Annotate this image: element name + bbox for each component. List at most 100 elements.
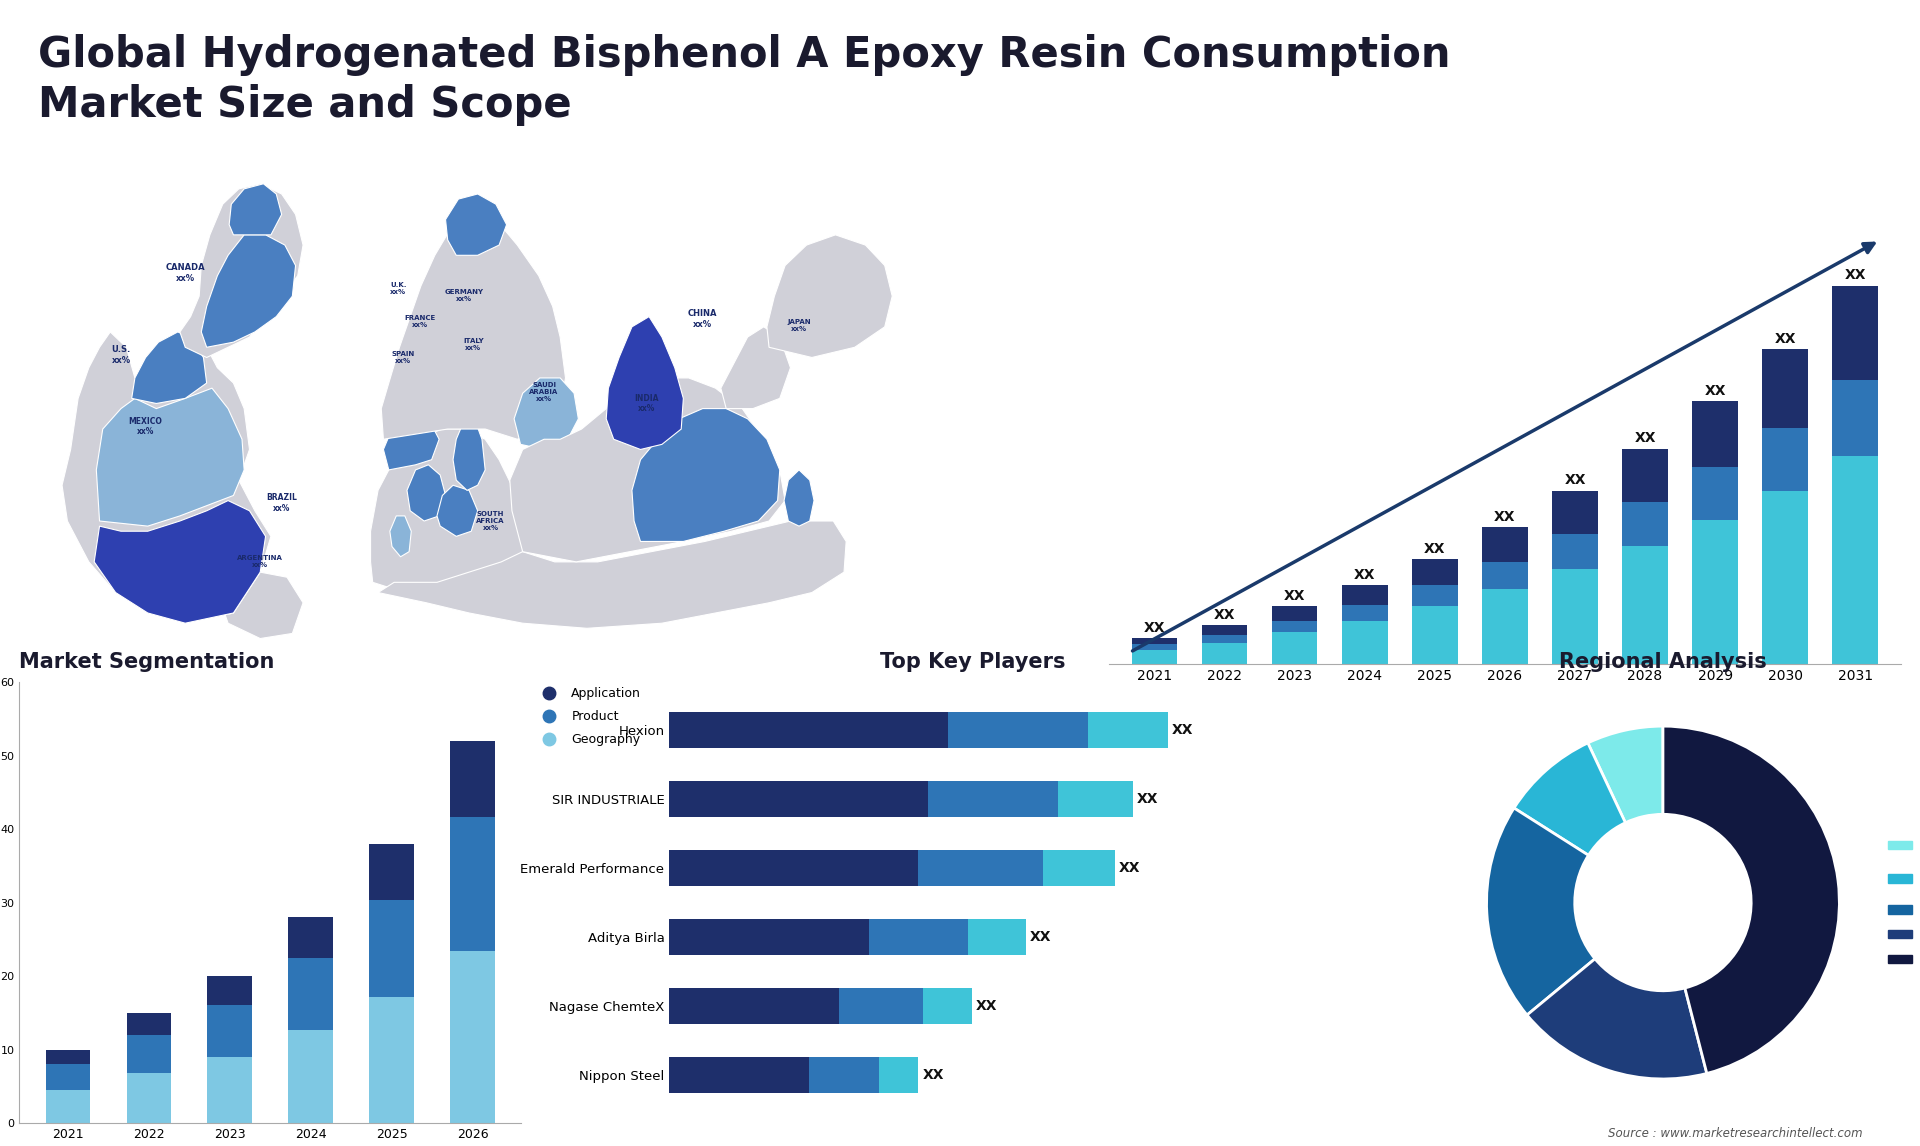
Polygon shape	[438, 485, 478, 536]
Text: U.K.
xx%: U.K. xx%	[390, 282, 407, 295]
Bar	[1763, 427, 1809, 490]
Text: XX: XX	[1119, 861, 1140, 876]
Bar	[1342, 605, 1388, 621]
Text: Source : www.marketresearchintellect.com: Source : www.marketresearchintellect.com	[1607, 1128, 1862, 1140]
Bar	[1482, 527, 1528, 562]
Bar	[1411, 606, 1457, 664]
Bar	[127, 1013, 171, 1035]
Bar	[670, 919, 868, 955]
Text: SAUDI
ARABIA
xx%: SAUDI ARABIA xx%	[530, 383, 559, 402]
Text: XX: XX	[922, 1068, 945, 1082]
Bar	[1692, 466, 1738, 519]
Text: XX: XX	[1774, 331, 1795, 345]
Bar	[670, 713, 948, 748]
Polygon shape	[61, 332, 271, 623]
Text: ARGENTINA
xx%: ARGENTINA xx%	[238, 556, 282, 568]
Bar	[1551, 490, 1597, 534]
Polygon shape	[511, 378, 785, 562]
Text: XX: XX	[1137, 792, 1158, 806]
Bar	[46, 1050, 90, 1065]
Polygon shape	[632, 409, 780, 541]
Bar	[948, 713, 1089, 748]
Text: Global Hydrogenated Bisphenol A Epoxy Resin Consumption
Market Size and Scope: Global Hydrogenated Bisphenol A Epoxy Re…	[38, 33, 1450, 126]
Bar	[127, 1074, 171, 1123]
Bar	[868, 919, 968, 955]
Bar	[288, 958, 332, 1030]
Polygon shape	[720, 327, 791, 409]
Text: JAPAN
xx%: JAPAN xx%	[787, 320, 810, 332]
Bar	[1622, 448, 1668, 502]
Bar	[924, 988, 972, 1023]
Bar	[1832, 380, 1878, 456]
Text: BRAZIL
xx%: BRAZIL xx%	[267, 494, 298, 512]
Text: FRANCE
xx%: FRANCE xx%	[405, 315, 436, 328]
Bar	[918, 850, 1043, 886]
Polygon shape	[202, 235, 296, 347]
Polygon shape	[445, 194, 507, 256]
Bar	[1131, 650, 1177, 664]
Bar	[808, 1057, 879, 1093]
Text: SPAIN
xx%: SPAIN xx%	[392, 351, 415, 364]
Bar	[288, 917, 332, 958]
Bar	[1271, 606, 1317, 621]
Text: MEXICO
xx%: MEXICO xx%	[129, 417, 163, 437]
Polygon shape	[132, 332, 207, 403]
Bar	[46, 1065, 90, 1090]
Polygon shape	[382, 214, 566, 439]
Bar	[207, 1005, 252, 1057]
Text: XX: XX	[1144, 621, 1165, 635]
Text: XX: XX	[1284, 589, 1306, 603]
Text: CHINA
xx%: CHINA xx%	[687, 309, 718, 329]
Bar	[1131, 638, 1177, 644]
Bar	[1202, 635, 1248, 643]
Bar	[369, 900, 415, 997]
Bar	[929, 782, 1058, 817]
Bar	[1692, 519, 1738, 664]
Bar	[1058, 782, 1133, 817]
Polygon shape	[453, 418, 486, 490]
Bar	[1482, 589, 1528, 664]
Bar	[1551, 534, 1597, 568]
Text: ITALY
xx%: ITALY xx%	[463, 338, 484, 351]
Polygon shape	[766, 235, 893, 358]
Bar	[369, 997, 415, 1123]
Text: INDIA
xx%: INDIA xx%	[636, 394, 659, 414]
Bar	[1763, 348, 1809, 427]
Text: XX: XX	[1565, 473, 1586, 487]
Polygon shape	[94, 501, 265, 623]
Bar	[670, 1057, 808, 1093]
Polygon shape	[96, 388, 244, 526]
Text: CANADA
xx%: CANADA xx%	[165, 264, 205, 283]
Bar	[451, 817, 495, 951]
Text: Market Segmentation: Market Segmentation	[19, 652, 275, 672]
Wedge shape	[1486, 808, 1596, 1015]
Bar	[1692, 401, 1738, 466]
Bar	[207, 976, 252, 1005]
Bar	[670, 988, 839, 1023]
Text: XX: XX	[975, 999, 998, 1013]
Polygon shape	[407, 465, 445, 521]
Polygon shape	[378, 521, 847, 628]
Wedge shape	[1515, 743, 1626, 855]
Bar	[1089, 713, 1167, 748]
Bar	[1622, 545, 1668, 664]
Bar	[670, 782, 929, 817]
Bar	[1832, 456, 1878, 664]
Bar	[1271, 621, 1317, 633]
Title: Regional Analysis: Regional Analysis	[1559, 652, 1766, 672]
Bar	[1342, 621, 1388, 664]
Polygon shape	[783, 470, 814, 526]
Bar	[1202, 625, 1248, 635]
Bar	[1551, 568, 1597, 664]
Bar	[1622, 502, 1668, 545]
Bar	[1482, 562, 1528, 589]
Text: XX: XX	[1634, 431, 1655, 446]
Polygon shape	[515, 378, 578, 449]
Polygon shape	[223, 572, 303, 638]
Polygon shape	[384, 414, 440, 470]
Text: XX: XX	[1354, 568, 1375, 582]
Bar	[369, 843, 415, 900]
Polygon shape	[607, 316, 684, 449]
Text: XX: XX	[1705, 384, 1726, 398]
Text: XX: XX	[1213, 607, 1235, 621]
